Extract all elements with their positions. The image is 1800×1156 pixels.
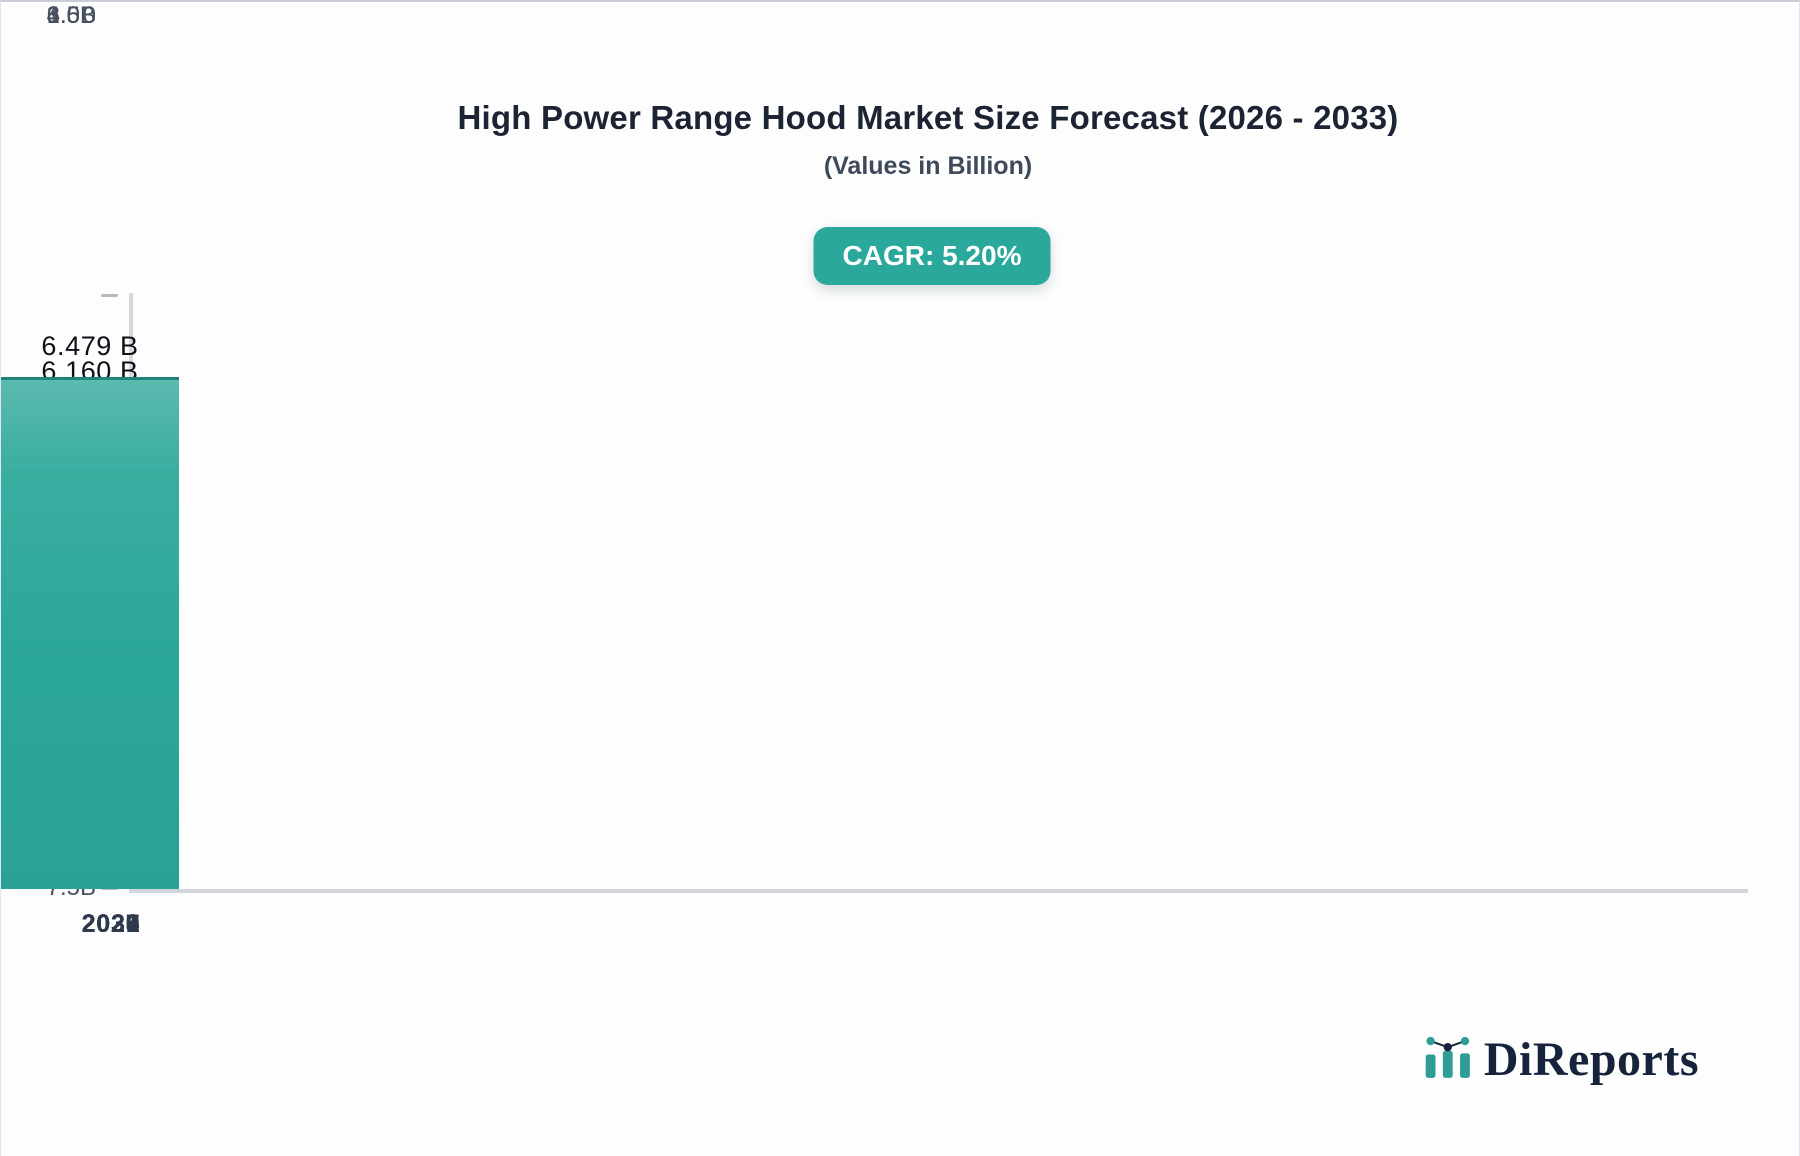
chart-subtitle: (Values in Billion) [823, 152, 1033, 180]
y-tick-label: 1.5B [46, 2, 96, 29]
logo-wordmark: DiReports [1483, 1033, 1699, 1086]
chart-title: High Power Range Hood Market Size Foreca… [457, 99, 1399, 136]
y-tick-label: 4.5B [46, 2, 96, 29]
direports-logo: DiReports [1422, 1030, 1699, 1089]
x-tick-label: 2025 [81, 910, 141, 938]
bar-2031: 6.479 B [1, 331, 179, 889]
y-tick-label: 6.0B [46, 2, 96, 29]
x-tick-label: 2027 [81, 910, 141, 938]
x-tick-label: 2031 [81, 910, 141, 938]
x-tick-label: 2026 [81, 910, 141, 938]
bar-value-label: 6.479 B [41, 331, 139, 361]
x-tick-label: 2030 [81, 910, 141, 938]
x-tick-label: 2029 [81, 910, 141, 938]
y-tick-label: 0 [82, 2, 96, 29]
x-tick-label: 2028 [81, 910, 141, 938]
y-tick-label: 3.0B [46, 2, 96, 29]
bar-chart-logo-icon [1422, 1030, 1476, 1089]
bar-fill [1, 377, 179, 889]
cagr-badge: CAGR: 5.20% [813, 227, 1051, 285]
y-tick-mark [101, 294, 118, 297]
x-axis-line [129, 889, 1748, 893]
